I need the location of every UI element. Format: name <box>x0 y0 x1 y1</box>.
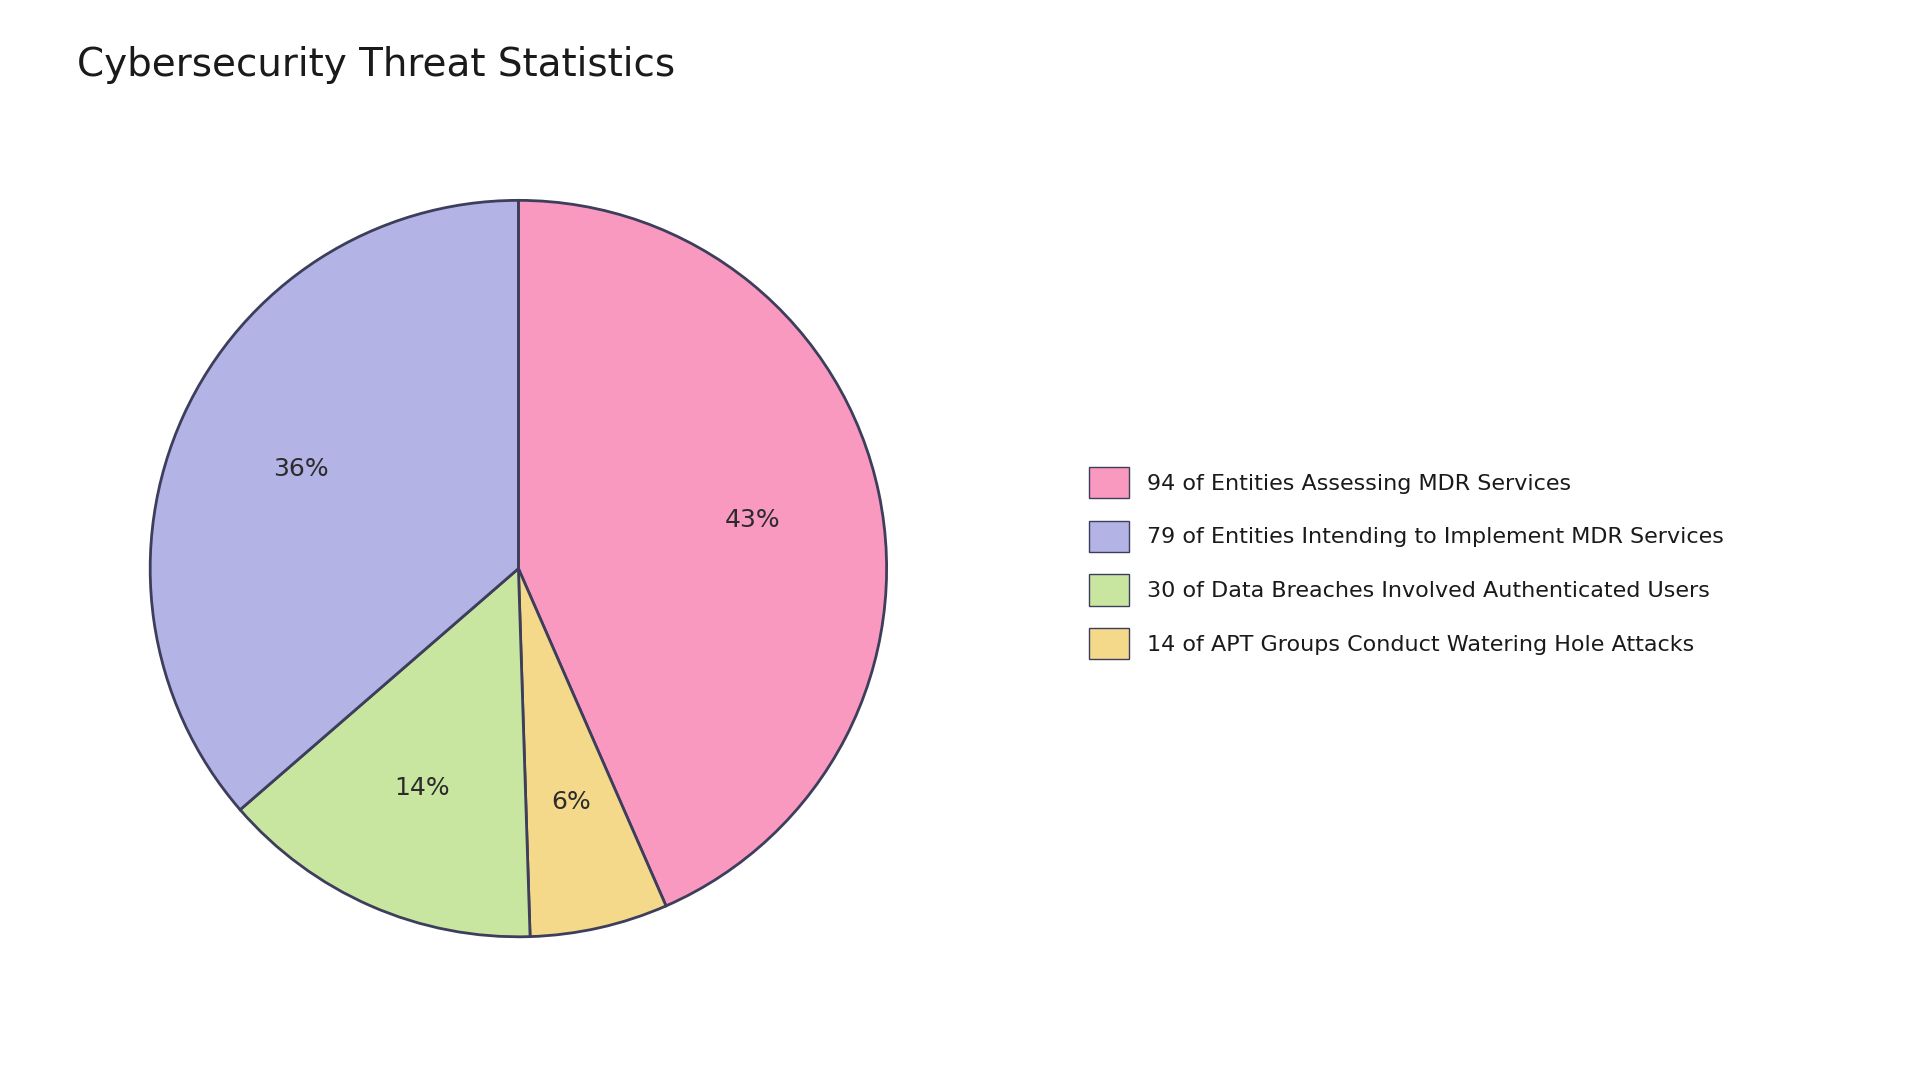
Legend: 94 of Entities Assessing MDR Services, 79 of Entities Intending to Implement MDR: 94 of Entities Assessing MDR Services, 7… <box>1068 445 1745 681</box>
Wedge shape <box>240 569 530 937</box>
Text: 43%: 43% <box>726 508 781 532</box>
Text: Cybersecurity Threat Statistics: Cybersecurity Threat Statistics <box>77 45 676 83</box>
Text: 14%: 14% <box>396 775 451 800</box>
Wedge shape <box>150 200 518 810</box>
Text: 36%: 36% <box>273 457 328 481</box>
Wedge shape <box>518 200 887 905</box>
Wedge shape <box>518 569 666 937</box>
Text: 6%: 6% <box>551 790 591 814</box>
